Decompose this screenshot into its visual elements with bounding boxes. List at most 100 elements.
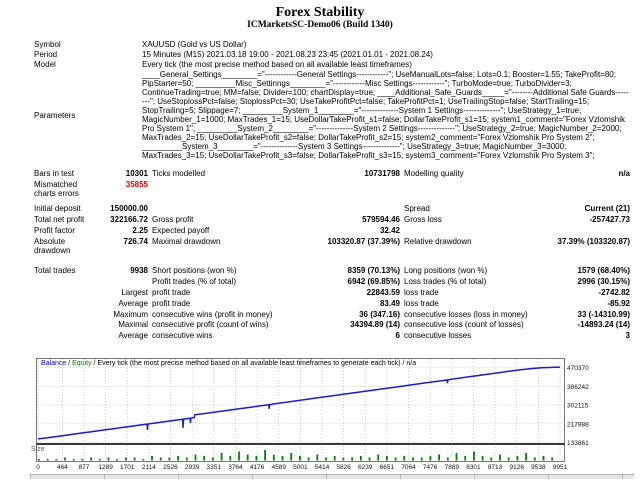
stats-row: Initial deposit 150000.00 Spread Current (2… xyxy=(32,203,632,214)
size-bar xyxy=(159,457,162,461)
x-tick-label: 0 xyxy=(36,464,40,471)
size-bar xyxy=(46,459,49,461)
x-tick-label: 6651 xyxy=(380,464,395,471)
stats-value-cell: Largest xyxy=(121,287,148,297)
stats-value-cell xyxy=(542,179,632,199)
stats-value-cell: 9938 xyxy=(130,266,148,276)
stats-value-cell: 103320.87 (37.39%) xyxy=(327,236,401,246)
strategy-tester-report: Forex Stability ICMarketsSC-Demo06 (Buil… xyxy=(30,5,634,479)
axis-labels-layer: 0 464 877 1289 1701 2114 2526 2939 3351 3764 4176 4… xyxy=(36,365,589,471)
stats-row: Profit trades (% of total) 6942 (69.85%) L… xyxy=(32,276,632,287)
info-value-symbol: XAUUSD (Gold vs US Dollar) xyxy=(142,40,247,49)
stats-label-cell: Modelling quality xyxy=(404,169,464,178)
legend-segment: / xyxy=(66,360,73,367)
stats-value-cell: 3 xyxy=(625,331,630,341)
y-tick-label: 302115 xyxy=(567,403,589,410)
y-tick-label: 470370 xyxy=(567,365,589,372)
size-bar xyxy=(272,454,275,461)
stats-label-cell: Relative drawdown xyxy=(404,236,472,246)
x-tick-label: 9126 xyxy=(509,464,524,471)
size-bar xyxy=(386,456,388,461)
stats-label-cell: consecutive losses xyxy=(404,331,472,341)
size-bar xyxy=(142,459,145,461)
stats-value-cell: 6942 (69.85%) xyxy=(347,277,400,287)
size-bar xyxy=(420,457,423,461)
x-tick-label: 5414 xyxy=(315,464,330,471)
x-tick-label: 7064 xyxy=(401,464,416,471)
info-label-symbol: Symbol xyxy=(34,40,61,49)
x-tick-label: 3351 xyxy=(207,464,222,471)
stats-row: Mismatched charts errors 35855 xyxy=(32,179,632,199)
legend-segment: / Every tick (the most precise method ba… xyxy=(91,360,417,367)
size-bar xyxy=(403,456,406,461)
x-tick-label: 2114 xyxy=(142,464,156,471)
stats-label-cell: consecutive profit (count of wins) xyxy=(152,320,269,330)
size-bar xyxy=(203,456,206,461)
stats-value-cell: 2.25 xyxy=(132,225,148,235)
size-bar xyxy=(64,457,66,461)
x-tick-label: 9951 xyxy=(553,464,568,471)
stats-value-cell xyxy=(90,276,150,287)
stats-value-cell: 1579 (68.40%) xyxy=(577,266,630,276)
size-bar xyxy=(246,454,249,461)
legend-segment: Balance xyxy=(41,360,67,367)
report-title: Forex Stability xyxy=(275,5,365,20)
stats-value-cell: 726.74 xyxy=(123,236,148,246)
stats-label-cell: Maximal drawdown xyxy=(152,236,221,246)
size-bar xyxy=(125,457,127,461)
size-bar xyxy=(238,451,240,461)
info-row-parameters: Parameters ____General_Settings________=… xyxy=(32,69,632,160)
stats-value-cell: 6 xyxy=(395,331,400,341)
x-tick-label: 1701 xyxy=(120,464,135,471)
x-tick-label: 7889 xyxy=(445,464,460,471)
size-bar xyxy=(490,457,493,461)
stats-label-cell: Total trades xyxy=(34,266,76,276)
size-bar xyxy=(177,456,179,461)
stats-label-cell xyxy=(32,309,90,320)
stats-value-cell xyxy=(542,225,632,236)
info-row-model: Model Every tick (the most precise metho… xyxy=(32,59,632,69)
stats-spacer-row xyxy=(32,255,632,265)
stats-value-cell: Maximal xyxy=(118,320,148,330)
stats-label-cell xyxy=(402,179,542,199)
size-bar xyxy=(116,459,119,461)
size-bar xyxy=(151,456,153,461)
size-bar xyxy=(481,456,484,461)
size-bar xyxy=(133,457,136,461)
info-label-parameters: Parameters xyxy=(34,110,76,120)
x-tick-label: 6239 xyxy=(358,464,373,471)
x-tick-label: 8713 xyxy=(488,464,503,471)
x-tick-label: 7476 xyxy=(423,464,438,471)
stats-value-cell: -85.92 xyxy=(607,298,630,308)
stats-label-cell: Mismatched charts errors xyxy=(34,179,79,198)
stats-value-cell: 150000.00 xyxy=(110,204,148,214)
stats-value-cell: -14893.24 (14) xyxy=(577,320,630,330)
size-bar xyxy=(446,457,449,461)
stats-label-cell: consecutive wins (profit in money) xyxy=(152,309,273,319)
stats-label-cell: Profit factor xyxy=(34,225,75,235)
size-bar xyxy=(473,451,475,461)
stats-label-cell: Profit trades (% of total) xyxy=(152,277,237,287)
stats-label-cell: Spread xyxy=(404,204,430,214)
stats-row: Total trades 9938 Short positions (won %) 8… xyxy=(32,265,632,276)
size-bar xyxy=(412,457,414,461)
size-bar xyxy=(359,456,362,461)
size-bars-layer xyxy=(38,450,554,461)
size-bar xyxy=(98,459,101,461)
stats-label-cell xyxy=(32,287,90,298)
x-tick-label: 464 xyxy=(57,464,68,471)
stats-row: Maximal consecutive profit (count of wins… xyxy=(32,319,632,330)
stats-value-cell: 35855 xyxy=(125,179,148,189)
stats-spacer-cell xyxy=(32,255,632,265)
info-row-symbol: Symbol XAUUSD (Gold vs US Dollar) xyxy=(32,39,632,49)
stats-label-cell xyxy=(150,203,318,214)
equity-chart-svg: 0 464 877 1289 1701 2114 2526 2939 3351 3764 4176 4… xyxy=(36,358,589,471)
stats-value-cell: 32.42 xyxy=(379,225,400,235)
stats-row: Average profit trade 83.49 loss trade -85.92 xyxy=(32,298,632,309)
size-bar xyxy=(333,456,336,461)
stats-value-cell: 10301 xyxy=(125,169,148,178)
size-bar xyxy=(533,457,536,461)
stats-label-cell xyxy=(150,179,318,199)
stats-label-cell xyxy=(32,330,90,341)
size-bar xyxy=(342,457,345,461)
